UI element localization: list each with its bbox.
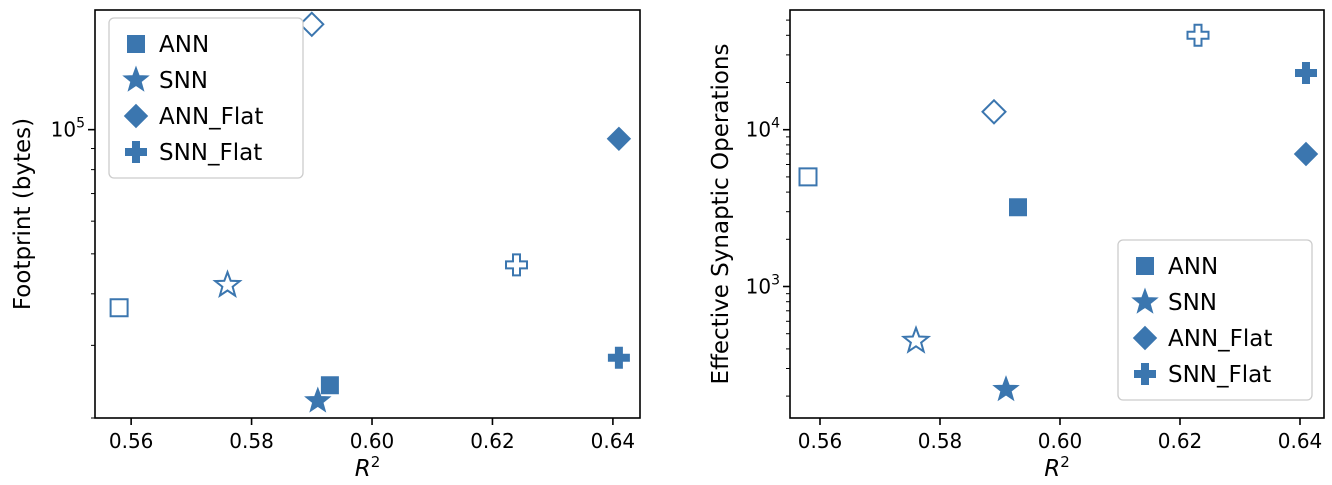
marker-SNN_Flat-open — [1186, 23, 1210, 47]
marker-SNN-open — [212, 269, 243, 298]
legend-marker-SNN_Flat — [1134, 363, 1156, 385]
legend-marker-SNN — [122, 65, 150, 92]
legend-label-SNN_Flat: SNN_Flat — [1168, 362, 1271, 388]
y-axis-label: Footprint (bytes) — [10, 118, 36, 310]
legend-label-ANN: ANN — [159, 32, 209, 58]
legend-label-SNN_Flat: SNN_Flat — [159, 140, 262, 166]
legend-label-ANN_Flat: ANN_Flat — [159, 104, 263, 130]
plot-frame — [789, 9, 1325, 419]
legend-marker-ANN — [127, 35, 145, 53]
marker-ANN-filled — [320, 376, 339, 395]
x-tick-label: 0.60 — [350, 429, 395, 453]
x-tick-label: 0.56 — [798, 429, 843, 453]
x-tick-label: 0.58 — [229, 429, 274, 453]
marker-SNN_Flat-filled — [607, 346, 630, 369]
legend-marker-ANN_Flat — [123, 103, 149, 129]
legend-label-SNN: SNN — [159, 68, 208, 94]
x-tick-label: 0.56 — [109, 429, 154, 453]
x-tick-label: 0.58 — [918, 429, 963, 453]
legend-label-SNN: SNN — [1168, 290, 1217, 316]
legend-box — [108, 17, 304, 179]
marker-SNN-open — [900, 324, 932, 354]
legend-marker-SNN — [1131, 287, 1159, 314]
y-axis-label: Effective Synaptic Operations — [708, 44, 734, 385]
x-tick-label: 0.62 — [470, 429, 515, 453]
marker-SNN-filled — [304, 386, 332, 413]
legend-marker-ANN — [1136, 257, 1154, 275]
marker-SNN_Flat-open — [505, 253, 528, 277]
marker-ANN_Flat-open — [981, 98, 1007, 125]
marker-SNN_Flat-filled — [1295, 62, 1317, 84]
marker-ANN-open — [798, 167, 818, 187]
synaptic-operations-chart: 0.56 0.58 0.60 0.62 0.64 103 104 R2 Effective Sy… — [666, 0, 1332, 482]
plot-frame — [94, 9, 641, 419]
legend-box — [1117, 239, 1313, 401]
x-tick-label: 0.64 — [1278, 429, 1323, 453]
marker-ANN_Flat-filled — [606, 126, 632, 152]
marker-ANN-filled — [1009, 198, 1027, 217]
x-tick-label: 0.60 — [1038, 429, 1083, 453]
legend-label-ANN_Flat: ANN_Flat — [1168, 326, 1272, 352]
marker-SNN-filled — [992, 375, 1020, 402]
legend-label-ANN: ANN — [1168, 254, 1218, 280]
x-tick-label: 0.64 — [591, 429, 636, 453]
marker-ANN-open — [109, 298, 129, 318]
legend-marker-SNN_Flat — [125, 141, 147, 163]
x-tick-label: 0.62 — [1158, 429, 1203, 453]
panel-background — [0, 0, 666, 480]
marker-ANN_Flat-filled — [1293, 141, 1319, 167]
legend-marker-ANN_Flat — [1132, 325, 1158, 351]
footprint-chart: 0.56 0.58 0.60 0.62 0.64 105 R2 Footprint (byte… — [0, 0, 666, 482]
marker-ANN_Flat-open — [298, 11, 325, 38]
